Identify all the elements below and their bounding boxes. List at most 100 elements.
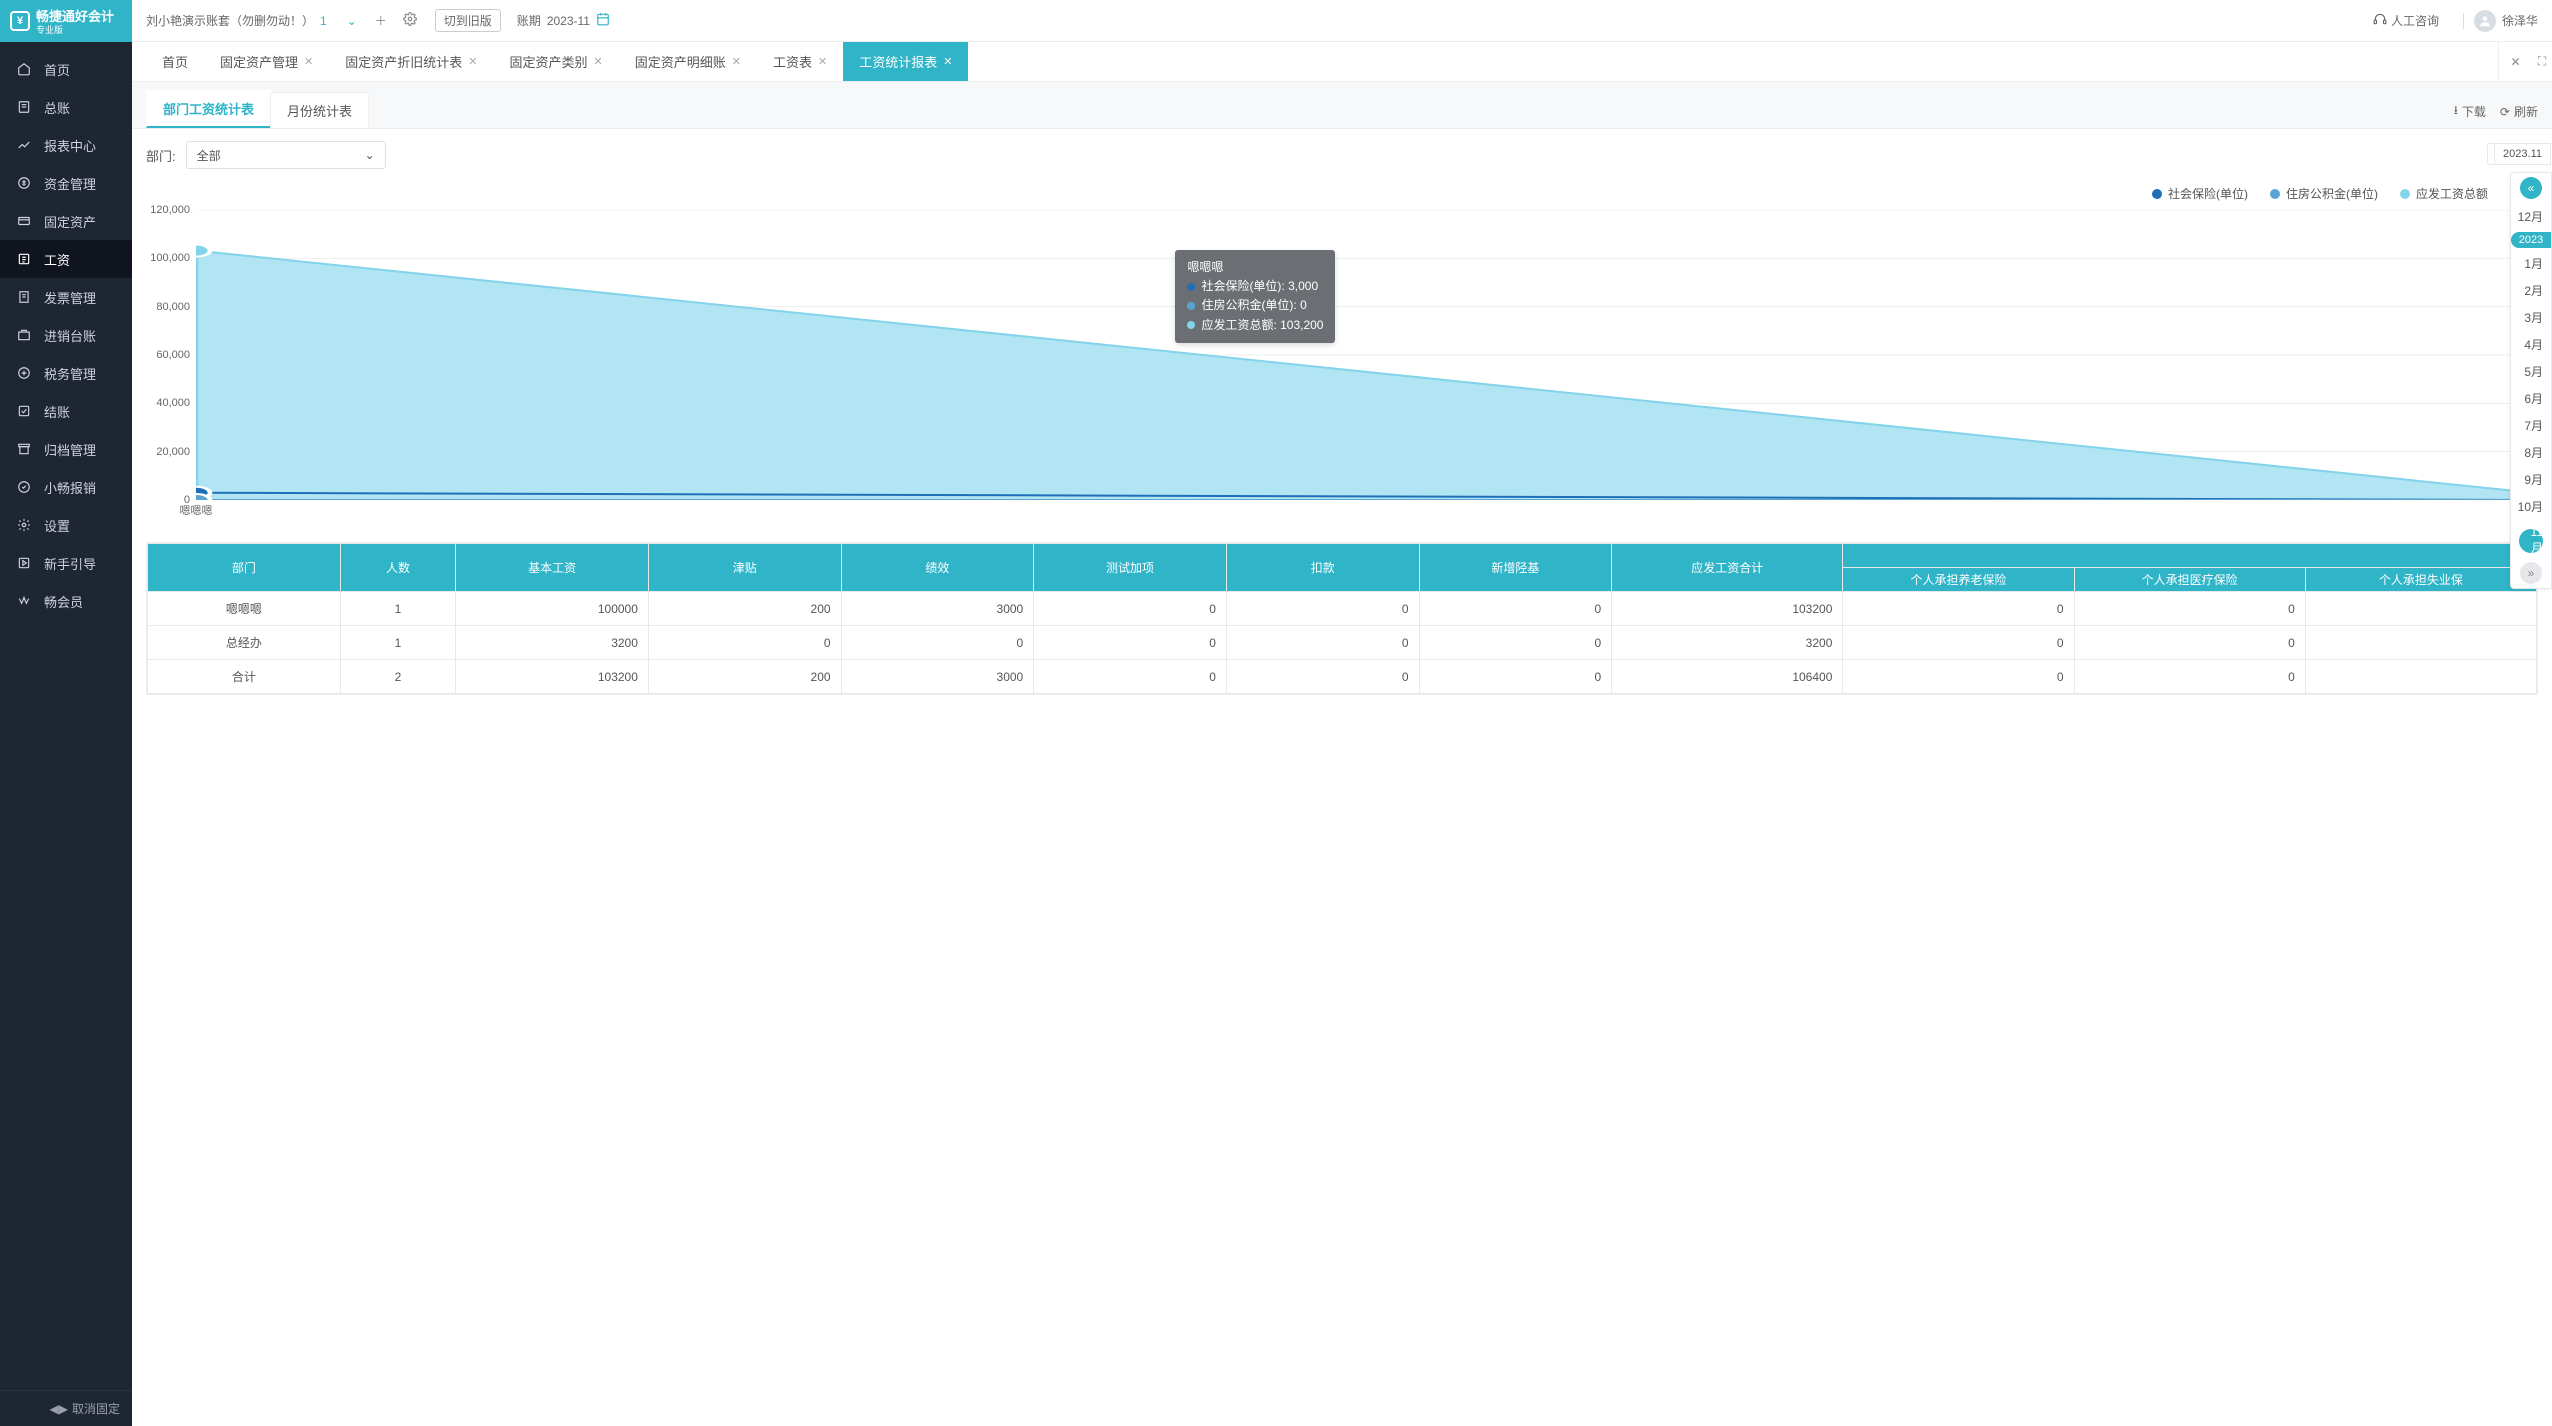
month-picker: » 2023.11 « 12月20231月2月3月4月5月6月7月8月9月10月… [2510,172,2552,589]
table-row[interactable]: 总经办 1 3200 0 0 0 0 0 3200 0 0 [148,626,2537,660]
tab-label: 固定资产管理 [220,52,298,71]
cell-perf: 3000 [841,660,1034,694]
switch-old-version-button[interactable]: 切到旧版 [435,9,501,32]
month-item[interactable]: 1月 [2511,250,2551,277]
nav-item-stock[interactable]: 进销台账 [0,316,132,354]
nav-item-reimburse[interactable]: 小畅报销 [0,468,132,506]
close-icon[interactable]: ✕ [732,55,741,68]
nav-item-salary[interactable]: 工资 [0,240,132,278]
nav-item-fund[interactable]: 资金管理 [0,164,132,202]
month-item[interactable]: 9月 [2511,466,2551,493]
cell-new: 0 [1419,592,1612,626]
cell-total: 103200 [1612,592,1843,626]
nav-label: 工资 [44,250,70,269]
close-icon[interactable]: ✕ [468,55,477,68]
cell-allow: 200 [648,592,841,626]
month-item[interactable]: 6月 [2511,385,2551,412]
nav-item-close[interactable]: 结账 [0,392,132,430]
month-item[interactable]: 10月 [2511,493,2551,520]
download-icon: ⭳ [2454,101,2458,122]
nav-label: 进销台账 [44,326,96,345]
legend-item[interactable]: 住房公积金(单位) [2270,185,2378,202]
tab-label: 工资统计报表 [859,52,937,71]
nav-item-report[interactable]: 报表中心 [0,126,132,164]
brand-logo: ¥ 畅捷通好会计 专业版 [0,0,132,42]
nav-item-invoice[interactable]: 发票管理 [0,278,132,316]
cell-dept: 嗯嗯嗯 [148,592,341,626]
cell-test: 0 [1034,660,1227,694]
nav-item-asset[interactable]: 固定资产 [0,202,132,240]
page-tab[interactable]: 固定资产管理 ✕ [204,42,329,81]
page-tab[interactable]: 固定资产明细账✕ [619,42,757,81]
close-icon[interactable]: ✕ [594,55,603,68]
support-button[interactable]: 人工咨询 [2373,12,2439,29]
legend-dot-icon [2152,189,2162,199]
account-switch-icon[interactable]: ⌄ [347,14,357,28]
salary-icon [16,251,32,267]
cell-deduct: 0 [1226,660,1419,694]
table-row[interactable]: 合计 2 103200 200 3000 0 0 0 106400 0 0 [148,660,2537,694]
month-item[interactable]: 7月 [2511,412,2551,439]
page-tab[interactable]: 首页 [146,42,204,81]
nav-item-home[interactable]: 首页 [0,50,132,88]
page-tab[interactable]: 固定资产类别✕ [493,42,618,81]
close-all-tabs-icon[interactable]: ✕ [2498,42,2532,81]
nav-label: 报表中心 [44,136,96,155]
month-item[interactable]: 2月 [2511,277,2551,304]
cell-c3 [2305,626,2536,660]
nav-item-ledger[interactable]: 总账 [0,88,132,126]
nav-item-vip[interactable]: 畅会员 [0,582,132,620]
y-tick-label: 80,000 [156,301,190,313]
invoice-icon [16,289,32,305]
sidebar-footer[interactable]: ◀▶ 取消固定 [0,1390,132,1426]
month-item[interactable]: 3月 [2511,304,2551,331]
close-icon[interactable]: ✕ [818,55,827,68]
table-subheader: 个人承担医疗保险 [2074,568,2305,592]
dept-select[interactable]: 全部 ⌄ [186,141,386,169]
close-icon[interactable]: ✕ [943,55,952,68]
month-item[interactable]: 8月 [2511,439,2551,466]
page-tab[interactable]: 固定资产折旧统计表✕ [329,42,493,81]
table-row[interactable]: 嗯嗯嗯 1 100000 200 3000 0 0 0 103200 0 0 [148,592,2537,626]
subtab-month-stats[interactable]: 月份统计表 [270,92,369,128]
month-scroll-down-icon[interactable]: » [2520,562,2542,584]
settings-gear-icon[interactable] [403,12,417,29]
page-tab[interactable]: 工资统计报表 ✕ [843,42,968,81]
close-icon[interactable]: ✕ [304,55,313,68]
user-menu[interactable]: 徐泽华 [2474,10,2538,32]
account-number: 1 [320,14,327,28]
dept-select-value: 全部 [197,147,221,164]
calendar-icon[interactable] [596,12,610,29]
cell-c3 [2305,592,2536,626]
nav-label: 发票管理 [44,288,96,307]
month-item[interactable]: 5月 [2511,358,2551,385]
table-scroll[interactable]: 部门人数基本工资津贴绩效测试加项扣款新增陉基应发工资合计个人承担养老保险个人承担… [146,542,2538,695]
nav-item-settings[interactable]: 设置 [0,506,132,544]
filter-label: 部门: [146,146,176,165]
legend-item[interactable]: 应发工资总额 [2400,185,2488,202]
settings-icon [16,517,32,533]
legend-item[interactable]: 社会保险(单位) [2152,185,2248,202]
refresh-button[interactable]: ⟳ 刷新 [2500,103,2538,120]
nav-item-guide[interactable]: 新手引导 [0,544,132,582]
month-item[interactable]: 4月 [2511,331,2551,358]
cell-deduct: 0 [1226,592,1419,626]
nav-label: 新手引导 [44,554,96,573]
cell-count: 1 [340,626,456,660]
table-header: 人数 [340,544,456,592]
month-item[interactable]: 11月 [2511,520,2551,558]
table-header [1843,544,2537,568]
home-icon [16,61,32,77]
cell-perf: 0 [841,626,1034,660]
nav-item-tax[interactable]: 税务管理 [0,354,132,392]
month-scroll-up-icon[interactable]: « [2520,177,2542,199]
nav-item-archive[interactable]: 归档管理 [0,430,132,468]
page-tab[interactable]: 工资表✕ [757,42,843,81]
cell-allow: 200 [648,660,841,694]
x-tick-label: 嗯嗯嗯 [180,502,213,518]
month-item[interactable]: 12月 [2511,203,2551,230]
fullscreen-icon[interactable]: ⛶ [2532,42,2552,81]
download-button[interactable]: ⭳ 下载 [2454,101,2486,122]
subtab-dept-stats[interactable]: 部门工资统计表 [146,90,271,128]
add-account-icon[interactable]: ＋ [375,12,387,29]
